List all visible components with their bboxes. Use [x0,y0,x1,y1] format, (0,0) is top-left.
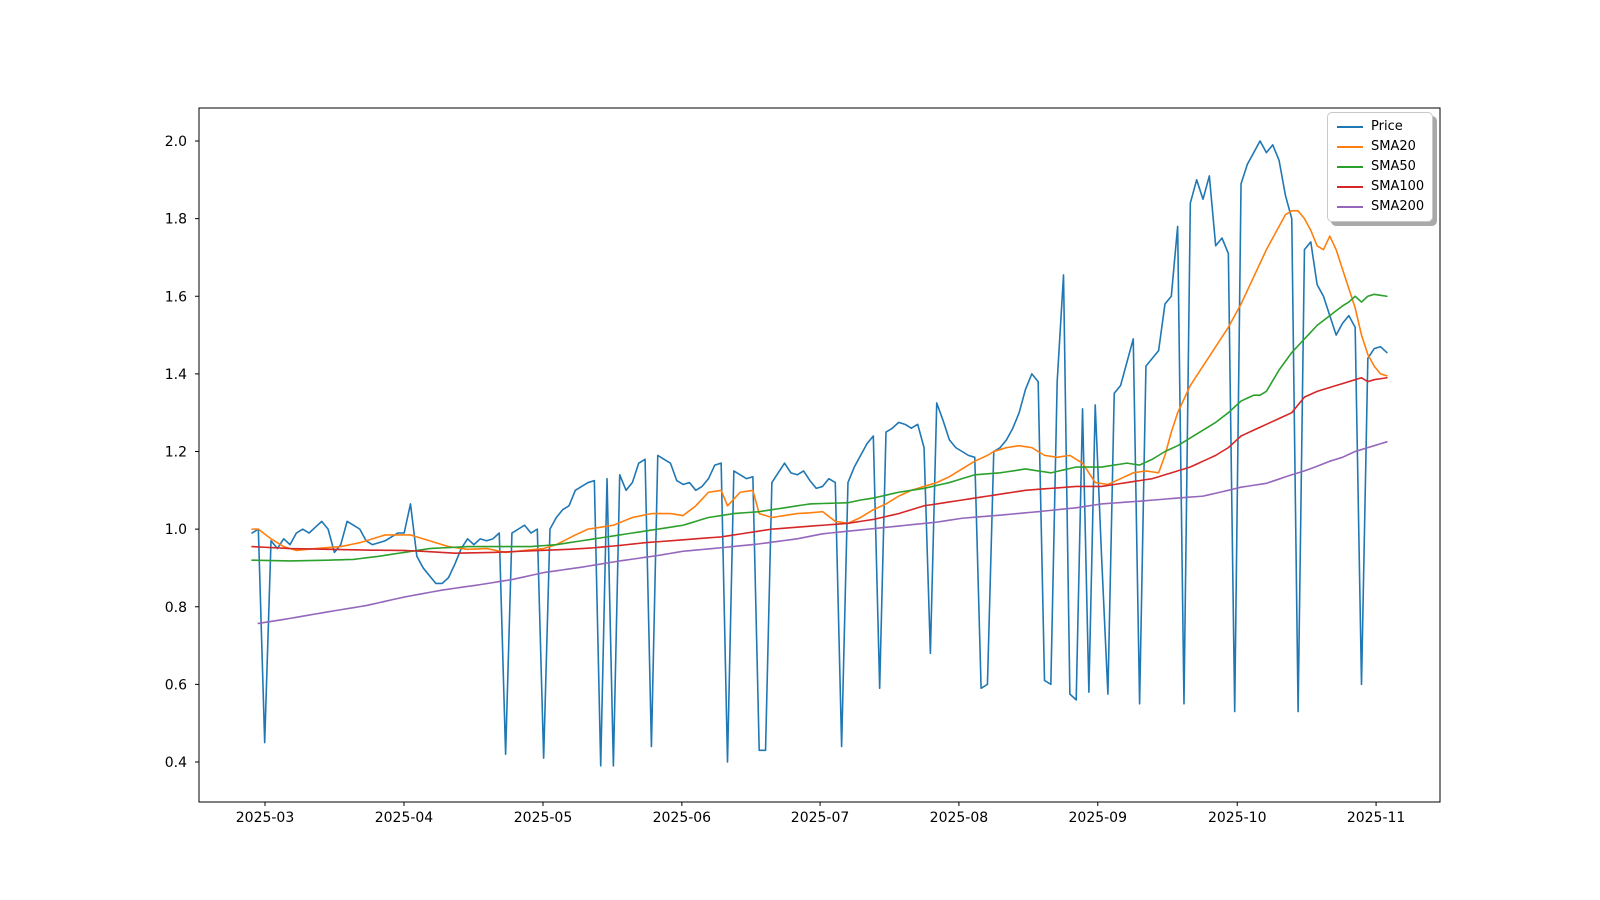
legend-item-sma20: SMA20 [1328,137,1432,157]
legend-item-sma200: SMA200 [1328,197,1432,217]
y-tick-label: 0.8 [165,600,187,616]
y-tick-label: 1.0 [165,522,187,538]
legend-label: SMA100 [1371,179,1425,194]
legend-label: SMA50 [1371,159,1416,174]
legend-item-price: Price [1328,117,1432,137]
sma200-line-swatch [1337,206,1363,208]
x-tick-label: 2025-05 [514,810,573,826]
x-tick-label: 2025-03 [236,810,295,826]
y-tick-label: 1.4 [165,367,187,383]
x-tick-label: 2025-10 [1208,810,1267,826]
x-tick-label: 2025-09 [1069,810,1128,826]
x-tick-label: 2025-07 [791,810,850,826]
price-line-swatch [1337,126,1363,128]
plot-border [198,107,1441,803]
sma100-line [251,376,1388,554]
sma20-line [251,210,1388,554]
y-tick-label: 1.8 [165,212,187,228]
legend-item-sma100: SMA100 [1328,177,1432,197]
sma20-line-swatch [1337,146,1363,148]
legend-label: SMA20 [1371,139,1416,154]
legend-label: SMA200 [1371,199,1425,214]
x-tick-label: 2025-06 [653,810,712,826]
price-line [251,140,1388,767]
legend: Price SMA20 SMA50 SMA100 SMA200 [1327,112,1433,222]
legend-item-sma50: SMA50 [1328,157,1432,177]
y-tick-label: 1.6 [165,289,187,305]
sma50-line-swatch [1337,166,1363,168]
y-tick-label: 0.6 [165,677,187,693]
sma50-line [251,293,1388,562]
x-tick-label: 2025-04 [375,810,434,826]
x-tick-label: 2025-08 [930,810,989,826]
y-tick-label: 2.0 [165,134,187,150]
y-tick-label: 1.2 [165,445,187,461]
legend-label: Price [1371,119,1403,134]
x-tick-label: 2025-11 [1347,810,1406,826]
sma100-line-swatch [1337,186,1363,188]
y-tick-label: 0.4 [165,755,187,771]
sma200-line [257,441,1388,625]
